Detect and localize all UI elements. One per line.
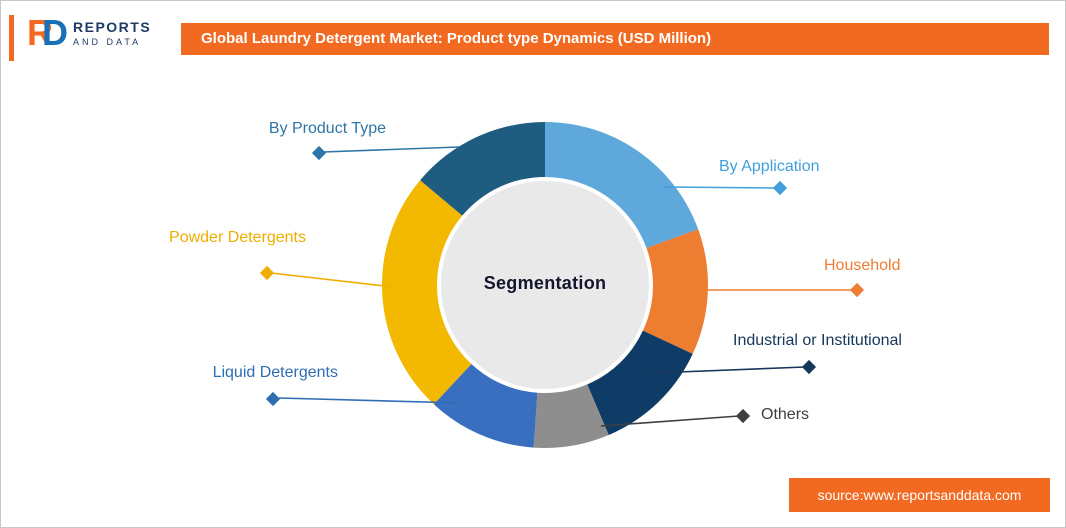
diamond-marker-by-application [772,180,788,196]
source-text: source:www.reportsanddata.com [817,487,1022,503]
donut-segment-others [533,384,609,448]
diamond-marker-household [849,282,865,298]
logo-mark: R D [27,12,68,53]
donut-center-circle [441,181,649,389]
donut-segment-powder-detergents [382,180,472,405]
banner-title: Global Laundry Detergent Market: Product… [201,30,712,47]
diamond-marker-others [735,408,751,424]
diamond-marker-powder-detergents [259,265,275,281]
logo-line1: REPORTS [73,19,152,36]
label-by-application: By Application [719,158,820,175]
donut-segment-industrial-or-institutional [587,330,693,436]
label-industrial-or-institutional: Industrial or Institutional [733,332,902,349]
logo-line2: AND DATA [73,37,142,48]
donut-segment-household [642,229,708,354]
donut-segment-by-product-type [420,122,545,216]
label-liquid-detergents: Liquid Detergents [212,364,338,381]
callout-line-others [600,415,740,427]
logo-letter-r: R [27,12,53,53]
callout-line-by-product-type [322,146,460,153]
donut-segment-liquid-detergents [433,363,538,448]
label-household: Household [824,257,901,274]
logo-text: REPORTS AND DATA [73,19,151,47]
callout-line-by-application [662,186,777,189]
source-bar: source:www.reportsanddata.com [789,478,1050,512]
label-others: Others [761,406,810,423]
donut-segment-by-application [545,122,699,249]
callout-line-powder-detergents [270,272,394,288]
logo-letter-d: D [42,12,68,53]
label-powder-detergents: Powder Detergents [169,229,306,246]
donut-chart [382,122,708,448]
callout-line-liquid-detergents [278,397,462,404]
diamond-marker-by-product-type [311,145,327,161]
diamond-marker-liquid-detergents [265,391,281,407]
brand-logo: R D REPORTS AND DATA [27,12,151,53]
label-by-product-type: By Product Type [268,120,386,137]
diamond-marker-industrial-or-institutional [801,359,817,375]
donut-center-label: Segmentation [483,273,607,293]
callout-line-industrial-or-institutional [652,366,806,374]
left-accent-bar [9,15,14,61]
title-banner: Global Laundry Detergent Market: Product… [181,23,1049,55]
